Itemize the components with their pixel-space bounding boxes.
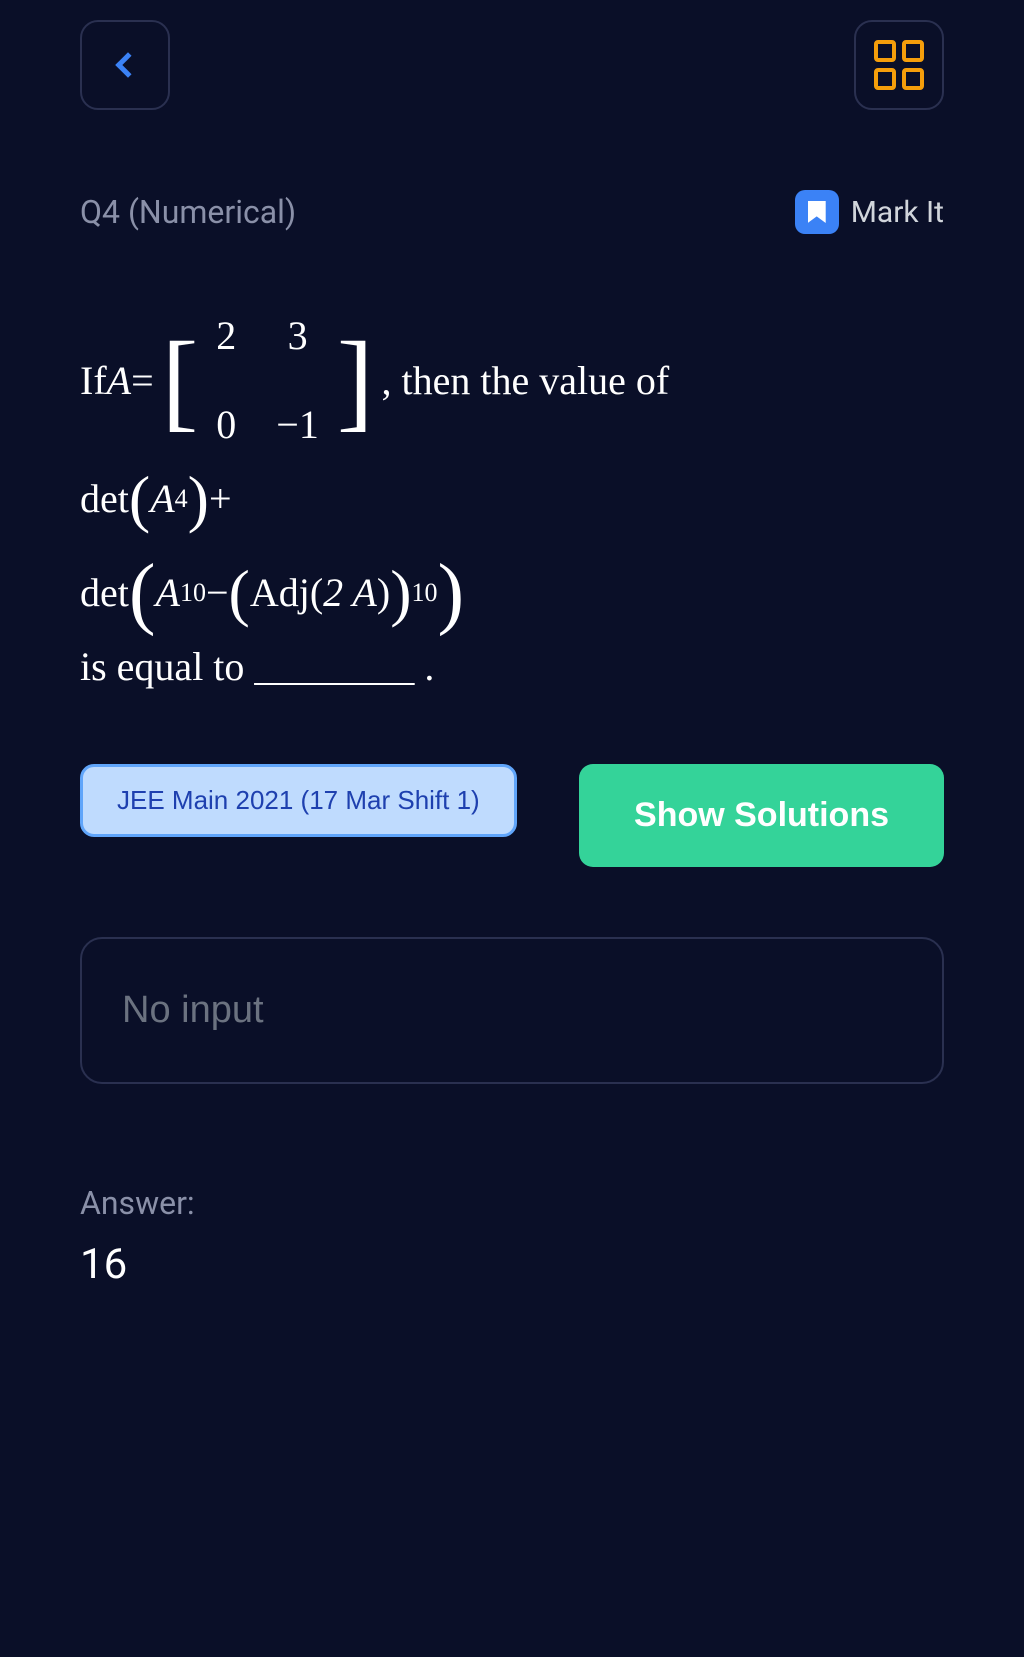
answer-section: Answer: 16 — [80, 1184, 944, 1289]
answer-input[interactable]: No input — [80, 937, 944, 1084]
question-header: Q4 (Numerical) Mark It — [80, 190, 944, 234]
math-line-3: det ( A10 − ( Adj ( 2 A ) )10 ) — [80, 561, 944, 625]
answer-value: 16 — [80, 1240, 944, 1289]
var-A4: A — [150, 467, 174, 531]
question-label: Q4 (Numerical) — [80, 193, 296, 231]
grid-menu-button[interactable] — [854, 20, 944, 110]
paren-l-2a: ( — [310, 561, 323, 625]
text-plus: + — [209, 467, 232, 531]
answer-label: Answer: — [80, 1184, 944, 1222]
source-tag[interactable]: JEE Main 2021 (17 Mar Shift 1) — [80, 764, 517, 837]
text-det1: det — [80, 467, 129, 531]
mark-it-label: Mark It — [851, 195, 944, 230]
question-body: If A = [ 2 3 0 −1 ] , then the value of … — [80, 304, 944, 699]
content-area: Q4 (Numerical) Mark It If A = [ 2 3 0 −1… — [0, 130, 1024, 1319]
chevron-left-icon — [115, 52, 140, 77]
text-eq: = — [131, 349, 154, 413]
header-bar — [0, 0, 1024, 130]
matrix-cell-11: −1 — [276, 393, 319, 457]
var-A10: A — [156, 561, 180, 625]
input-placeholder: No input — [122, 989, 902, 1032]
text-det2: det — [80, 561, 129, 625]
bracket-right: ] — [337, 334, 374, 428]
mark-it-button[interactable]: Mark It — [795, 190, 944, 234]
bracket-left: [ — [162, 334, 199, 428]
matrix-A: [ 2 3 0 −1 ] — [162, 304, 374, 457]
back-button[interactable] — [80, 20, 170, 110]
text-then: , then the value of — [381, 349, 669, 413]
bookmark-icon — [795, 190, 839, 234]
show-solutions-button[interactable]: Show Solutions — [579, 764, 944, 867]
math-line-1: If A = [ 2 3 0 −1 ] , then the value of — [80, 304, 944, 457]
math-line-4: is equal to ________ . — [80, 635, 944, 699]
text-adj: Adj — [250, 561, 310, 625]
matrix-cell-00: 2 — [216, 304, 236, 368]
text-minus: − — [206, 561, 229, 625]
matrix-cell-10: 0 — [216, 393, 236, 457]
paren-r-2a: ) — [377, 561, 390, 625]
math-line-2: det ( A4 ) + — [80, 467, 944, 531]
text-2a: 2 A — [323, 561, 377, 625]
matrix-body: 2 3 0 −1 — [198, 304, 337, 457]
var-A: A — [107, 349, 131, 413]
text-is-equal: is equal to ________ . — [80, 635, 434, 699]
matrix-cell-01: 3 — [276, 304, 319, 368]
grid-icon — [874, 40, 924, 90]
text-if: If — [80, 349, 107, 413]
